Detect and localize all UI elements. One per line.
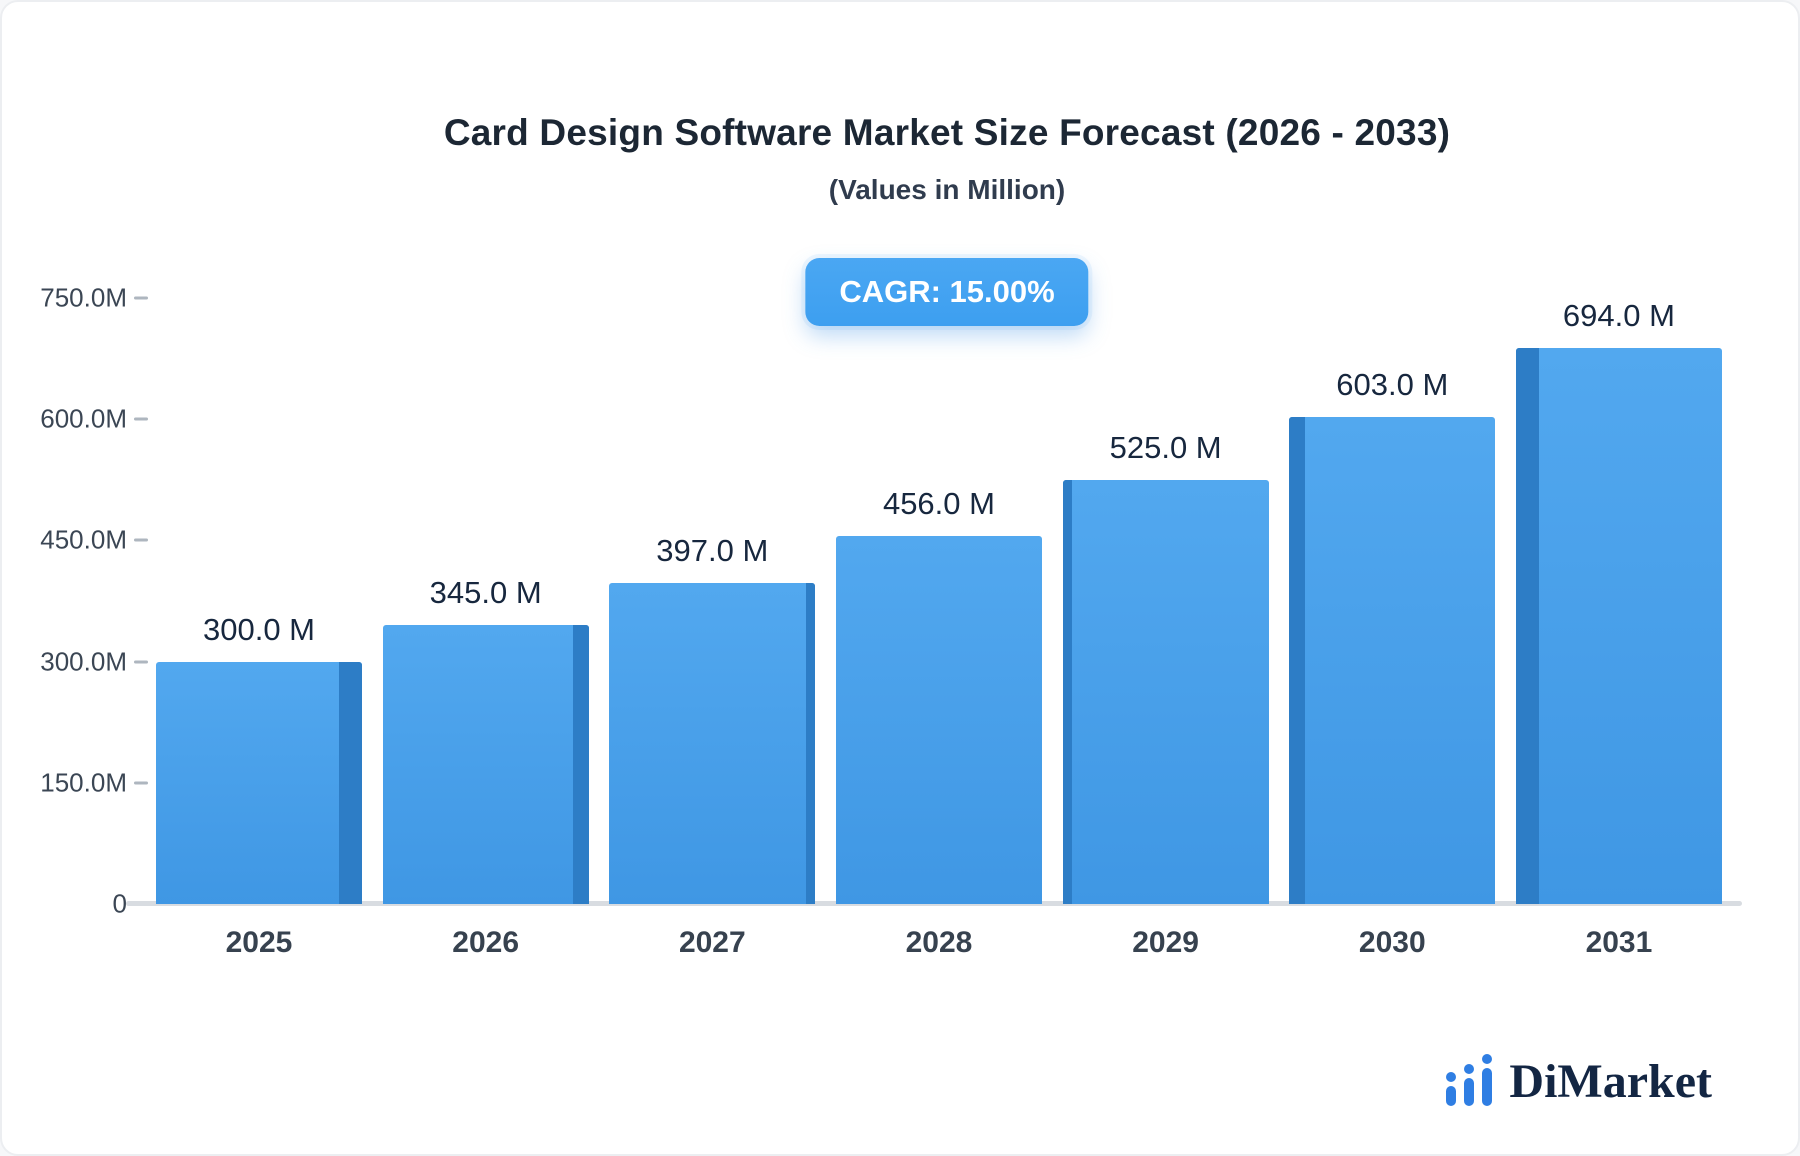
y-axis-tick-mark [134,296,148,300]
bar-side-face [806,583,816,904]
bar-chart-icon [1446,1054,1493,1106]
y-axis-tick: 450.0M [35,525,148,556]
x-axis-label: 2027 [678,926,746,959]
chart-title: Card Design Software Market Size Forecas… [443,112,1451,153]
bar-group: 525.0 M 2029 [1062,298,1269,959]
bar-side-face [572,625,589,904]
bar[interactable] [382,625,589,904]
y-axis-tick-label: 750.0M [40,282,127,313]
bar-value-label: 345.0 M [429,575,542,611]
bar-side-face [1062,479,1072,904]
bar-group: 300.0 M 2025 [156,298,362,959]
x-axis-label: 2031 [1585,926,1653,959]
plot-area: 300.0 M 2025 345.0 M 2026 397.0 M 2027 456.0 M… [152,298,1726,959]
x-axis-label: 2029 [1132,926,1199,959]
x-axis-label: 2026 [452,926,520,959]
bar-value-label: 694.0 M [1562,298,1675,333]
cagr-badge: CAGR: 15.00% [805,258,1089,326]
x-axis-label: 2030 [1358,926,1426,959]
bar-side-face [339,661,362,904]
chart-subtitle: (Values in Million) [828,174,1066,205]
bar-group: 456.0 M 2028 [835,298,1042,959]
bar-group: 694.0 M 2031 [1515,298,1722,959]
bar-group: 397.0 M 2027 [609,298,816,959]
y-axis: 750.0M 600.0M 450.0M 300.0M 150.0M 0 [26,283,148,919]
bar-value-label: 397.0 M [656,533,769,569]
bar[interactable] [1289,416,1496,904]
logo-text: DiMarket [1509,1055,1712,1108]
y-axis-tick: 600.0M [35,404,148,435]
bar-value-label: 603.0 M [1336,366,1449,402]
y-axis-tick: 300.0M [35,646,148,677]
bar-value-label: 456.0 M [882,485,995,521]
bar-side-face [1515,348,1539,904]
y-axis-tick: 750.0M [35,283,148,314]
bar[interactable] [1062,479,1269,904]
y-axis-tick-label: 600.0M [40,403,127,434]
bar-group: 603.0 M 2030 [1289,298,1496,959]
bar[interactable] [156,661,362,904]
y-axis-tick-mark [134,660,148,664]
y-axis-tick-mark [134,538,148,542]
chart: 750.0M 600.0M 450.0M 300.0M 150.0M 0 300.0 M 2… [26,283,1782,959]
bar[interactable] [1515,348,1722,904]
bar-value-label: 300.0 M [202,611,315,647]
x-axis-label: 2028 [905,926,973,959]
y-axis-tick-mark [134,417,148,421]
bar-group: 345.0 M 2026 [382,298,589,959]
bar-value-label: 525.0 M [1109,429,1222,465]
bar-side-face [1289,416,1306,904]
y-axis-tick-label: 0 [112,888,127,919]
y-axis-tick-label: 300.0M [40,646,127,677]
dimarket-logo: DiMarket [1443,1050,1712,1106]
y-axis-tick-label: 450.0M [40,524,127,555]
bar[interactable] [609,583,816,904]
y-axis-tick-mark [134,781,148,785]
x-axis-label: 2025 [225,926,293,959]
y-axis-tick-label: 150.0M [40,767,127,798]
bar[interactable] [835,535,1042,904]
y-axis-tick: 150.0M [35,767,148,798]
